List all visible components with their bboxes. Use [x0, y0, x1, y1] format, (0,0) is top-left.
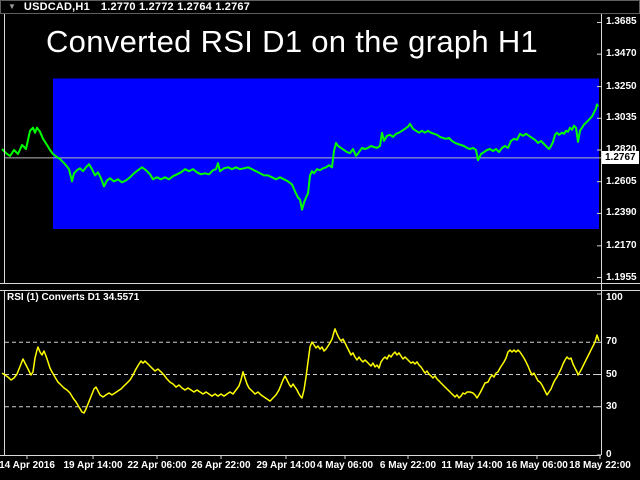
- ohlc-values: 1.2770 1.2772 1.2764 1.2767: [100, 1, 251, 13]
- price-series-line: [1, 103, 599, 211]
- time-axis-label: 4 May 06:00: [316, 460, 374, 471]
- time-axis-label: 6 May 22:00: [379, 460, 437, 471]
- price-axis-label: 1.1955: [606, 271, 637, 283]
- rsi-axis-label: 100: [606, 292, 623, 303]
- time-axis-label: 22 Apr 06:00: [127, 460, 187, 471]
- time-axis-label: 11 May 14:00: [441, 460, 503, 471]
- current-price-box: 1.2767: [602, 151, 639, 164]
- price-axis[interactable]: 1.3685 1.3470 1.3250 1.3035 1.2820 1.2605 1.23…: [602, 14, 640, 460]
- time-axis-label: 14 Apr 2016: [0, 460, 55, 471]
- price-axis-label: 1.2390: [606, 207, 637, 219]
- price-axis-label: 1.2605: [606, 175, 637, 187]
- rsi-axis-label: 0: [606, 449, 612, 460]
- symbol-period-label: USDCAD,H1: [23, 1, 90, 13]
- price-axis-label: 1.3470: [606, 48, 637, 60]
- price-axis-label: 1.3685: [606, 16, 637, 28]
- rsi-axis-label: 50: [606, 368, 618, 380]
- time-axis-label: 16 May 06:00: [506, 460, 568, 471]
- time-axis-label: 19 Apr 14:00: [63, 460, 123, 471]
- time-axis-label: 18 May 22:00: [569, 460, 631, 471]
- symbol-info-bar: ▼ USDCAD,H1 1.2770 1.2772 1.2764 1.2767: [0, 0, 640, 14]
- price-axis-label: 1.2820: [606, 144, 637, 155]
- highlight-rectangle: [53, 78, 599, 229]
- chart-overlay-title: Converted RSI D1 on the graph H1: [46, 24, 539, 59]
- rsi-series-line: [1, 328, 600, 414]
- indicator-name-label: RSI (1) Converts D1 34.5571: [7, 292, 140, 303]
- price-axis-label: 1.3250: [606, 80, 637, 92]
- rsi-axis-label: 30: [606, 400, 618, 412]
- time-axis-label: 26 Apr 22:00: [191, 460, 251, 471]
- price-axis-label: 1.3035: [606, 112, 637, 124]
- one-click-trading-dropdown-icon[interactable]: ▼: [8, 2, 16, 11]
- time-axis-label: 29 Apr 14:00: [256, 460, 316, 471]
- rsi-axis-label: 70: [606, 336, 618, 348]
- price-axis-label: 1.2170: [606, 239, 637, 251]
- time-axis[interactable]: 14 Apr 2016 19 Apr 14:00 22 Apr 06:00 26 Ap…: [0, 455, 640, 480]
